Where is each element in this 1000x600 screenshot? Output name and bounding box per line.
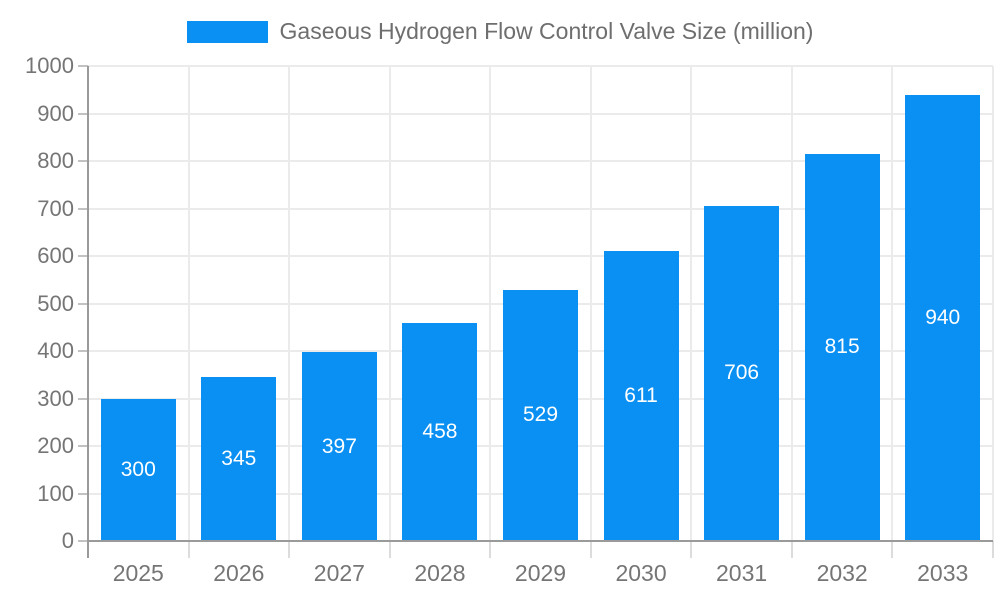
y-gridline [88,65,993,67]
bar-2027[interactable]: 397 [301,352,377,541]
y-axis-tick-label: 700 [37,195,74,221]
x-axis-tick [288,541,291,558]
y-axis-tick [78,302,88,305]
x-axis-category-label: 2026 [213,560,265,586]
bar-value-label: 529 [522,403,559,427]
y-axis-tick [78,445,88,447]
x-gridline [589,66,592,541]
bar-value-label: 397 [321,434,357,458]
y-axis-tick-label: 0 [61,528,74,553]
x-axis-category-label: 2030 [615,560,667,586]
y-axis-tick [78,255,88,257]
legend-swatch [186,20,268,43]
y-gridline [88,255,993,257]
y-axis-tick [78,492,88,495]
x-axis-line [87,540,993,542]
bar-2029[interactable]: 529 [503,289,578,541]
bar-value-label: 940 [925,305,961,329]
x-gridline [187,66,190,541]
x-axis-tick [891,541,894,558]
y-axis-tick-label: 1000 [25,53,74,78]
legend[interactable]: Gaseous Hydrogen Flow Control Valve Size… [0,18,1000,45]
bar-value-label: 345 [221,447,257,471]
y-axis-tick-label: 100 [37,480,74,506]
y-axis-tick-label: 600 [37,243,74,268]
y-gridline [88,112,993,115]
y-axis-tick [78,112,88,115]
bar-2028[interactable]: 458 [402,323,478,541]
x-gridline [891,66,894,541]
x-gridline [690,66,693,541]
y-axis-tick [78,350,88,352]
x-axis-tick [992,541,994,558]
y-gridline [88,207,993,210]
x-axis-category-label: 2032 [816,560,868,586]
y-axis-tick-label: 200 [37,433,74,458]
x-axis-tick [187,541,190,558]
x-axis-category-label: 2031 [716,560,768,586]
y-axis-tick-label: 500 [37,290,74,316]
y-axis-tick [78,65,88,67]
y-gridline [88,160,993,162]
x-gridline [388,66,391,541]
x-gridline [790,66,793,541]
x-axis-category-label: 2027 [313,560,365,586]
x-axis-category-label: 2033 [917,560,969,586]
x-gridline [489,66,492,541]
y-axis-tick [78,397,88,400]
x-axis-category-label: 2028 [414,560,466,586]
x-gridline [992,66,994,541]
y-axis-tick-label: 800 [37,148,74,173]
y-axis-tick-label: 900 [37,100,74,126]
bar-2030[interactable]: 611 [603,250,679,541]
bar-value-label: 300 [120,457,156,481]
x-axis-category-label: 2025 [112,560,164,586]
x-axis-tick [690,541,693,558]
bar-value-label: 611 [624,383,658,407]
x-axis-tick [790,541,793,558]
bar-value-label: 706 [724,361,760,385]
x-axis-tick [489,541,492,558]
bar-2032[interactable]: 815 [804,153,880,541]
y-axis-line [87,66,89,541]
x-axis-tick [87,541,89,558]
bar-2025[interactable]: 300 [100,398,176,541]
x-axis-tick [388,541,391,558]
bar-2031[interactable]: 706 [704,205,780,541]
y-axis-tick [78,207,88,210]
bar-2026[interactable]: 345 [201,377,277,541]
bar-value-label: 815 [824,335,860,359]
plot-area: 0 100 200 300 400 500 600 700 800 900 1000 300 2025 3… [25,54,994,586]
x-axis-tick [589,541,592,558]
legend-label: Gaseous Hydrogen Flow Control Valve Size… [279,18,814,44]
y-axis-tick [78,160,88,162]
x-axis-category-label: 2029 [514,560,567,586]
bar-value-label: 458 [422,420,458,444]
bar-2033[interactable]: 940 [905,94,981,541]
x-gridline [288,66,291,541]
y-axis-tick-label: 400 [37,338,74,363]
y-axis-tick [78,540,88,542]
y-axis-tick-label: 300 [37,385,74,411]
